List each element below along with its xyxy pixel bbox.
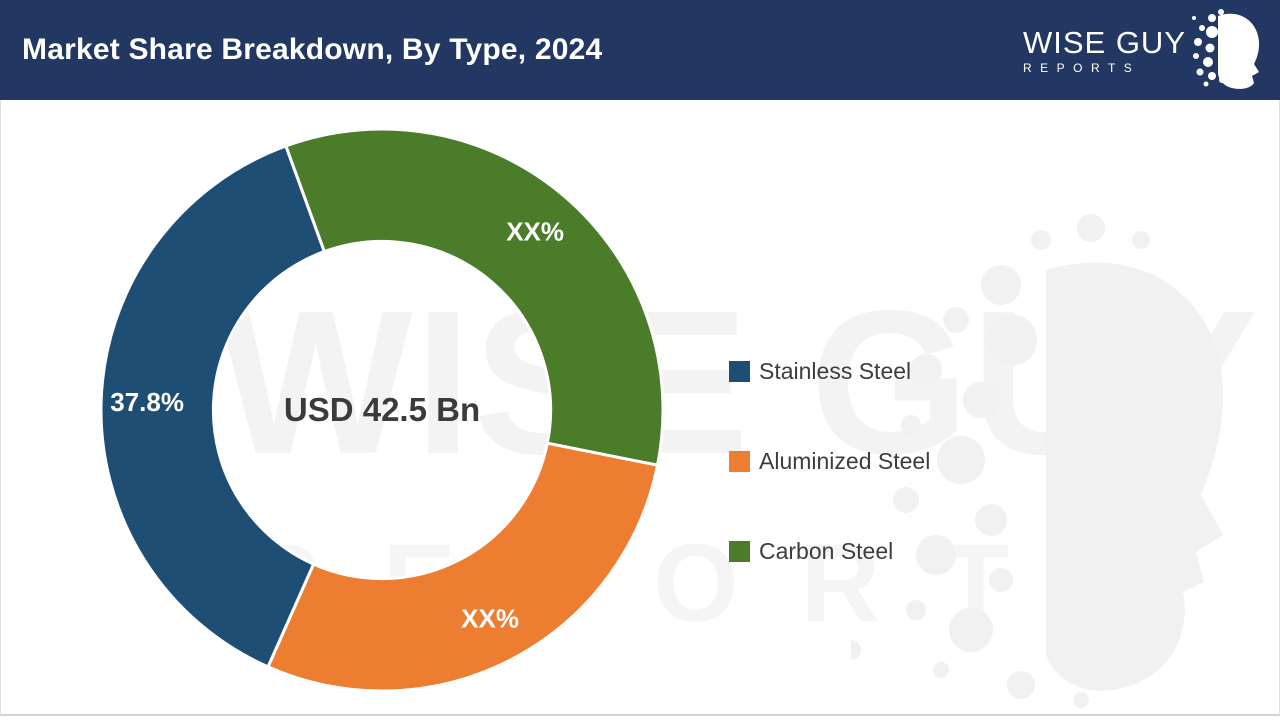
- legend-swatch-aluminized-steel: [729, 450, 750, 472]
- segment-value-label: XX%: [461, 604, 519, 634]
- legend-swatch-carbon-steel: [729, 540, 750, 562]
- page-title: Market Share Breakdown, By Type, 2024: [22, 33, 603, 66]
- legend-label: Aluminized Steel: [759, 447, 931, 474]
- donut-chart: 37.8% XX% XX%: [99, 127, 665, 693]
- legend-label: Carbon Steel: [759, 537, 894, 564]
- legend-label: Stainless Steel: [759, 357, 912, 384]
- donut-segment-aluminized-steel: [266, 441, 660, 693]
- header-bar: Market Share Breakdown, By Type, 2024 WI…: [0, 0, 1280, 100]
- chart-center-value: USD 42.5 Bn: [283, 391, 481, 428]
- legend-swatch-stainless-steel: [729, 360, 750, 382]
- legend-item-carbon-steel: Carbon Steel: [729, 530, 930, 572]
- segment-value-label: 37.8%: [110, 387, 184, 417]
- segment-value-label: XX%: [506, 217, 564, 247]
- legend-item-stainless-steel: Stainless Steel: [729, 350, 930, 392]
- legend-item-aluminized-steel: Aluminized Steel: [729, 440, 930, 482]
- logo-wordmark: WISE GUY: [1022, 24, 1186, 60]
- wise-guy-logo: WISE GUY REPORTS: [1023, 6, 1266, 95]
- logo-subtitle: REPORTS: [1022, 60, 1141, 75]
- chart-canvas: WISE GUY REPORTS 37.8%XX%XX% USD 42.5 Bn…: [0, 100, 1280, 716]
- face-watermark: [841, 210, 1271, 715]
- donut-segment-carbon-steel: [283, 127, 665, 467]
- logo-face-icon: [1188, 6, 1266, 95]
- chart-legend: Stainless Steel Aluminized Steel Carbon …: [729, 350, 930, 620]
- donut-segment-stainless-steel: [99, 144, 327, 669]
